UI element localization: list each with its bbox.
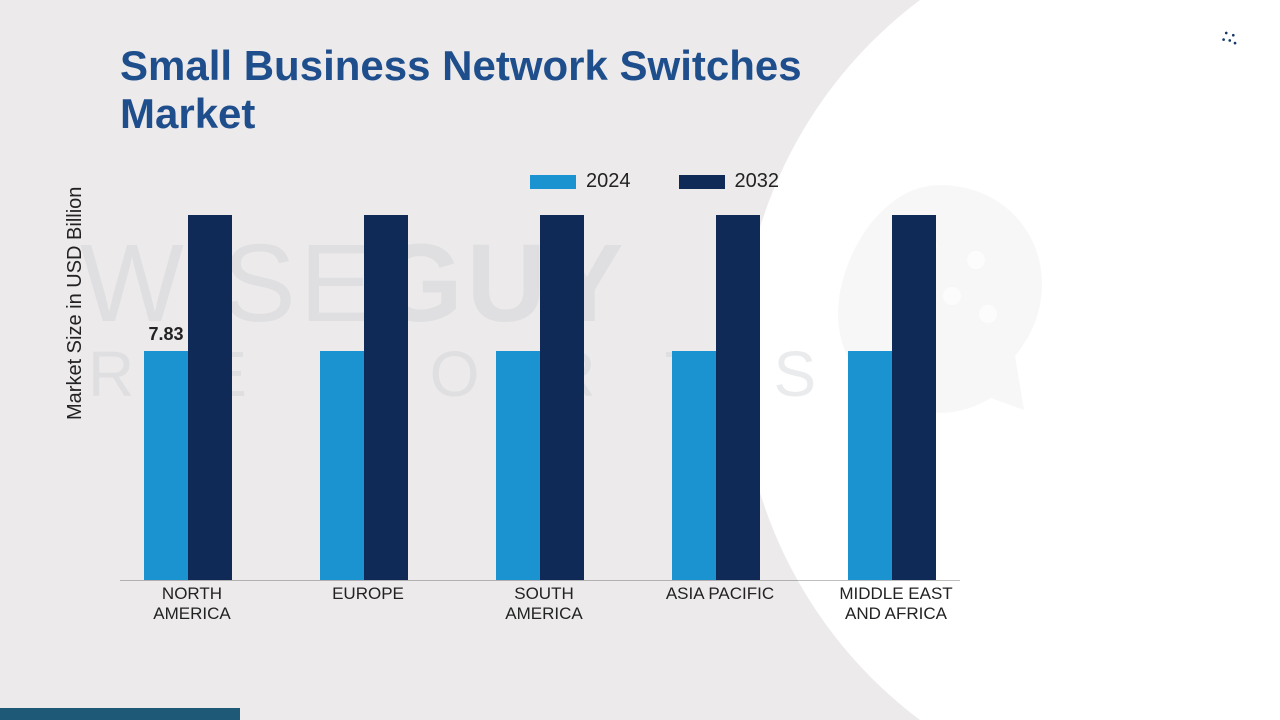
- legend-item: 2032: [679, 170, 780, 193]
- chart-stage: WISEGUY REPORTS WISEGUY REPORTS Small Bu…: [0, 0, 1280, 720]
- brand-bottom-stripe: [0, 708, 240, 720]
- y-axis-label: Market Size in USD Billion: [64, 187, 87, 420]
- bar: [364, 215, 408, 580]
- logo-line1-a: WISE: [1044, 26, 1124, 57]
- x-axis-category-label: MIDDLE EAST AND AFRICA: [831, 584, 961, 623]
- bar-value-label: 7.83: [148, 324, 183, 345]
- bar: [892, 215, 936, 580]
- bar-group: [672, 200, 768, 580]
- bar: [716, 215, 760, 580]
- bar: [540, 215, 584, 580]
- chart-plot-area: 7.83: [120, 200, 960, 580]
- x-axis-category-label: ASIA PACIFIC: [655, 584, 785, 604]
- chart-title: Small Business Network Switches Market: [120, 42, 850, 139]
- brand-logo: WISEGUY REPORTS: [1044, 22, 1250, 81]
- x-axis-category-label: EUROPE: [303, 584, 433, 604]
- bar-group: [320, 200, 416, 580]
- bar: [144, 351, 188, 580]
- bar: [848, 351, 892, 580]
- legend-label: 2024: [586, 170, 631, 193]
- legend: 2024 2032: [530, 170, 779, 193]
- x-axis-category-label: SOUTH AMERICA: [479, 584, 609, 623]
- legend-swatch-icon: [530, 175, 576, 189]
- bar-group: [144, 200, 240, 580]
- logo-line2: REPORTS: [1044, 64, 1250, 81]
- legend-label: 2032: [735, 170, 780, 193]
- bar-group: [848, 200, 944, 580]
- logo-head-icon: [1206, 22, 1250, 66]
- legend-item: 2024: [530, 170, 631, 193]
- bar-group: [496, 200, 592, 580]
- bar: [188, 215, 232, 580]
- legend-swatch-icon: [679, 175, 725, 189]
- logo-line1-b: GUY: [1124, 26, 1191, 57]
- x-axis-category-label: NORTH AMERICA: [127, 584, 257, 623]
- bar: [496, 351, 540, 580]
- bar: [320, 351, 364, 580]
- bar: [672, 351, 716, 580]
- plot: 7.83: [120, 200, 960, 581]
